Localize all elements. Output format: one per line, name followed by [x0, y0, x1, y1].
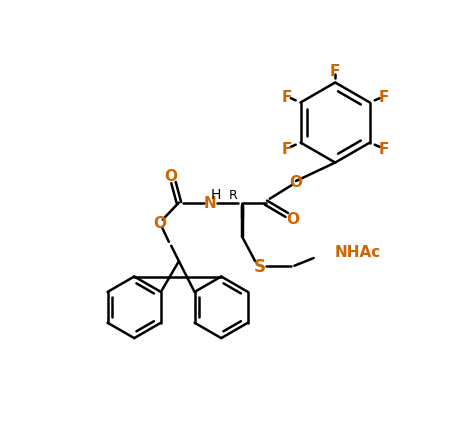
Text: O: O	[290, 174, 303, 189]
Text: F: F	[379, 142, 389, 157]
Text: O: O	[286, 212, 299, 227]
Text: O: O	[153, 215, 166, 230]
Text: F: F	[282, 142, 292, 157]
Text: S: S	[254, 257, 266, 275]
Text: O: O	[164, 169, 177, 184]
Text: H: H	[211, 188, 221, 201]
Text: N: N	[204, 196, 217, 211]
Text: F: F	[282, 90, 292, 105]
Text: F: F	[330, 64, 340, 78]
Text: R: R	[228, 189, 237, 202]
Text: NHAc: NHAc	[334, 245, 381, 260]
Text: F: F	[379, 90, 389, 105]
